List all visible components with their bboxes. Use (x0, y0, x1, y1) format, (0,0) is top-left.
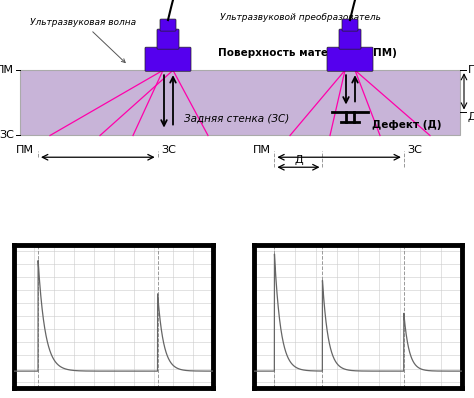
Text: ПМ: ПМ (0, 65, 14, 75)
Text: ПМ: ПМ (253, 145, 271, 155)
Text: Ультразвуковая волна: Ультразвуковая волна (30, 18, 136, 62)
Text: Поверхность материала (ПМ): Поверхность материала (ПМ) (218, 48, 397, 58)
Text: Дефект (Д): Дефект (Д) (372, 121, 441, 131)
Text: Задняя стенка (ЗС): Задняя стенка (ЗС) (184, 113, 290, 123)
Text: ЗС: ЗС (408, 145, 423, 155)
Bar (20, 70, 460, 135)
Text: Д: Д (294, 155, 303, 165)
FancyBboxPatch shape (327, 47, 373, 71)
FancyBboxPatch shape (342, 19, 358, 31)
FancyBboxPatch shape (145, 47, 191, 71)
FancyBboxPatch shape (157, 29, 179, 49)
FancyBboxPatch shape (160, 19, 176, 31)
Text: ПМ: ПМ (16, 145, 34, 155)
Text: Ультразвуковой преобразователь: Ультразвуковой преобразователь (220, 13, 381, 26)
Text: ПМ: ПМ (468, 65, 474, 75)
Text: ЗС: ЗС (162, 145, 176, 155)
FancyBboxPatch shape (339, 29, 361, 49)
Text: Д: Д (468, 112, 474, 123)
Text: ЗС: ЗС (0, 131, 14, 140)
